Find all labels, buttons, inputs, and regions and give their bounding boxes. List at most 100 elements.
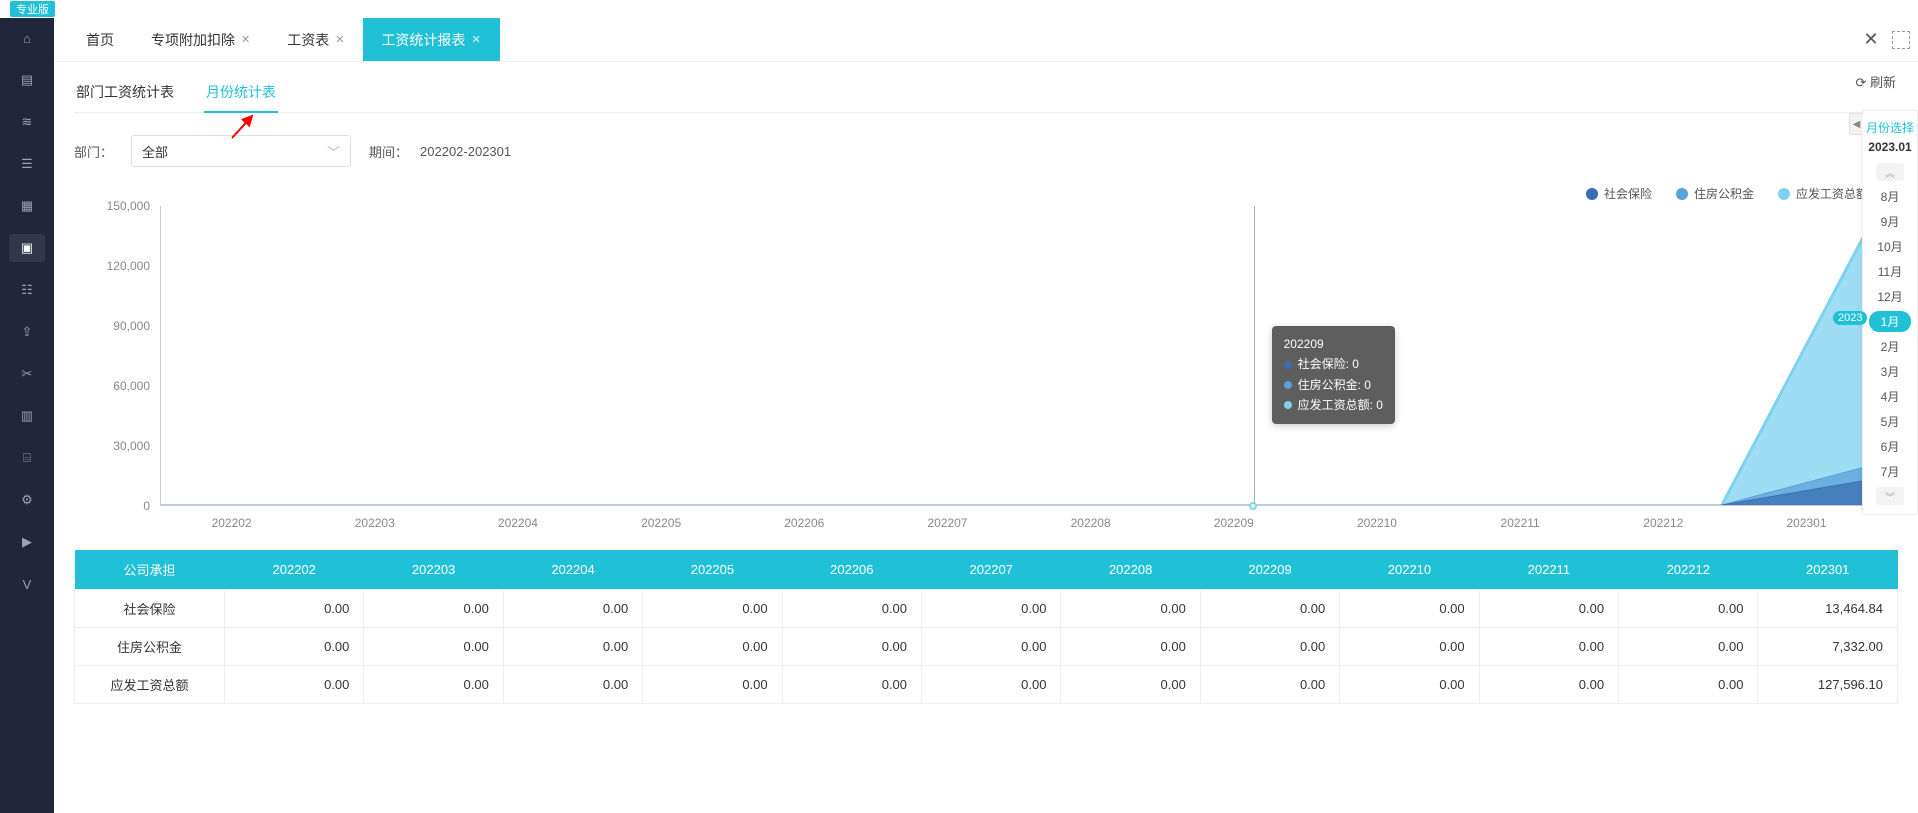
month-item[interactable]: 9月 xyxy=(1863,209,1917,234)
y-axis: 030,00060,00090,000120,000150,000 xyxy=(98,206,158,506)
x-tick-label: 202212 xyxy=(1592,512,1735,536)
export-icon[interactable]: ⇪ xyxy=(9,318,45,346)
x-tick-label: 202204 xyxy=(446,512,589,536)
bag-icon[interactable]: ☰ xyxy=(9,150,45,178)
form-icon[interactable]: ☷ xyxy=(9,276,45,304)
data-table: 公司承担202202202203202204202205202206202207… xyxy=(74,550,1898,704)
table-row: 社会保险0.000.000.000.000.000.000.000.000.00… xyxy=(75,590,1898,628)
tooltip-dot-icon xyxy=(1284,401,1292,409)
tab-label: 首页 xyxy=(86,30,114,50)
panel-collapse-button[interactable]: ◀ xyxy=(1849,113,1863,135)
table-cell: 0.00 xyxy=(1200,590,1339,628)
month-item[interactable]: 2月 xyxy=(1863,334,1917,359)
subtab-月份统计表[interactable]: 月份统计表 xyxy=(204,76,278,112)
legend-item[interactable]: 住房公积金 xyxy=(1676,185,1754,202)
close-icon[interactable]: ✕ xyxy=(241,33,250,46)
subtab-部门工资统计表[interactable]: 部门工资统计表 xyxy=(74,76,176,112)
y-tick-label: 90,000 xyxy=(113,319,150,333)
table-cell: 0.00 xyxy=(1200,628,1339,666)
table-cell: 0.00 xyxy=(782,590,921,628)
y-tick-label: 60,000 xyxy=(113,379,150,393)
tab-label: 工资表 xyxy=(287,30,329,50)
month-panel-current: 2023.01 xyxy=(1868,140,1911,160)
tooltip-row: 应发工资总额: 0 xyxy=(1284,395,1383,415)
legend-item[interactable]: 社会保险 xyxy=(1586,185,1652,202)
sub-tabs: 部门工资统计表月份统计表 xyxy=(74,76,1898,113)
table-header: 202210 xyxy=(1340,550,1479,590)
month-item[interactable]: 12月 xyxy=(1863,284,1917,309)
chart-plot[interactable]: 202209社会保险: 0住房公积金: 0应发工资总额: 0 xyxy=(160,206,1878,506)
tab-首页[interactable]: 首页 xyxy=(68,18,133,61)
tray-icon[interactable]: ⌸ xyxy=(9,444,45,472)
chart-tooltip: 202209社会保险: 0住房公积金: 0应发工资总额: 0 xyxy=(1272,326,1395,424)
table-cell: 0.00 xyxy=(1479,666,1618,704)
table-cell: 0.00 xyxy=(1340,590,1479,628)
v-icon[interactable]: V xyxy=(9,570,45,598)
y-tick-label: 30,000 xyxy=(113,439,150,453)
month-panel-title: 月份选择 xyxy=(1866,117,1914,140)
month-item[interactable]: 7月 xyxy=(1863,459,1917,484)
x-axis: 2022022022032022042022052022062022072022… xyxy=(160,512,1878,536)
close-icon[interactable]: ✕ xyxy=(471,33,480,46)
tab-label: 工资统计报表 xyxy=(381,30,465,50)
month-item[interactable]: 4月 xyxy=(1863,384,1917,409)
edition-badge: 专业版 xyxy=(10,1,55,17)
salary-icon[interactable]: ▣ xyxy=(9,234,45,262)
month-scroll-up-button[interactable]: ︽ xyxy=(1876,163,1904,181)
month-item[interactable]: 11月 xyxy=(1863,259,1917,284)
x-tick-label: 202203 xyxy=(303,512,446,536)
month-item[interactable]: 6月 xyxy=(1863,434,1917,459)
month-item[interactable]: 8月 xyxy=(1863,184,1917,209)
tooltip-label: 住房公积金: 0 xyxy=(1298,375,1371,395)
chart-hover-marker-icon xyxy=(1249,502,1257,510)
fullscreen-icon[interactable] xyxy=(1892,31,1910,49)
home-icon[interactable]: ⌂ xyxy=(9,24,45,52)
table-header: 202212 xyxy=(1619,550,1758,590)
close-icon[interactable]: ✕ xyxy=(335,33,344,46)
building-icon[interactable]: ▦ xyxy=(9,192,45,220)
table-cell: 0.00 xyxy=(922,628,1061,666)
tab-专项附加扣除[interactable]: 专项附加扣除✕ xyxy=(133,18,269,61)
table-header: 202206 xyxy=(782,550,921,590)
dept-select[interactable]: 全部 ﹀ xyxy=(131,135,351,167)
x-tick-label: 202301 xyxy=(1735,512,1878,536)
table-cell: 0.00 xyxy=(782,666,921,704)
table-cell: 13,464.84 xyxy=(1758,590,1898,628)
tab-工资表[interactable]: 工资表 ✕ xyxy=(269,18,363,61)
tab-工资统计报表[interactable]: 工资统计报表 ✕ xyxy=(363,18,499,61)
table-cell: 0.00 xyxy=(1200,666,1339,704)
table-header: 202207 xyxy=(922,550,1061,590)
play-icon[interactable]: ▶ xyxy=(9,528,45,556)
sidebar: ⌂ ▤ ≋ ☰ ▦ ▣ ☷ ⇪ ✂ ▥ ⌸ ⚙ ▶ V xyxy=(0,18,54,813)
close-all-tabs-button[interactable]: ✕ xyxy=(1860,29,1882,51)
refresh-button[interactable]: ⟳ 刷新 xyxy=(1855,72,1896,91)
month-item[interactable]: 3月 xyxy=(1863,359,1917,384)
y-tick-label: 0 xyxy=(143,499,150,513)
legend-item[interactable]: 应发工资总额 xyxy=(1778,185,1868,202)
report-icon[interactable]: ▥ xyxy=(9,402,45,430)
x-tick-label: 202211 xyxy=(1449,512,1592,536)
table-header: 公司承担 xyxy=(75,550,225,590)
x-tick-label: 202205 xyxy=(590,512,733,536)
month-item[interactable]: 5月 xyxy=(1863,409,1917,434)
period-label: 期间： xyxy=(369,142,408,161)
month-scroll-down-button[interactable]: ︾ xyxy=(1876,487,1904,505)
chart-icon[interactable]: ≋ xyxy=(9,108,45,136)
table-cell: 0.00 xyxy=(503,666,642,704)
tooltip-dot-icon xyxy=(1284,381,1292,389)
month-item[interactable]: 1月 xyxy=(1869,311,1911,332)
doc-icon[interactable]: ▤ xyxy=(9,66,45,94)
chart-area: 社会保险 住房公积金 应发工资总额 0 30,000 60,000 90,000 120,0… xyxy=(74,185,1898,536)
period-value: 202202-202301 xyxy=(420,144,511,159)
table-cell: 0.00 xyxy=(1619,628,1758,666)
y-tick-label: 120,000 xyxy=(107,259,150,273)
x-tick-label: 202209 xyxy=(1162,512,1305,536)
table-row-label: 住房公积金 xyxy=(75,628,225,666)
page-tabs: 首页专项附加扣除✕ 工资表 ✕ 工资统计报表 ✕ ✕ xyxy=(54,18,1918,62)
month-item[interactable]: 10月 xyxy=(1863,234,1917,259)
gear-icon[interactable]: ⚙ xyxy=(9,486,45,514)
tooltip-row: 住房公积金: 0 xyxy=(1284,375,1383,395)
tooltip-label: 社会保险: 0 xyxy=(1298,354,1359,374)
table-header: 202208 xyxy=(1061,550,1200,590)
tools-icon[interactable]: ✂ xyxy=(9,360,45,388)
